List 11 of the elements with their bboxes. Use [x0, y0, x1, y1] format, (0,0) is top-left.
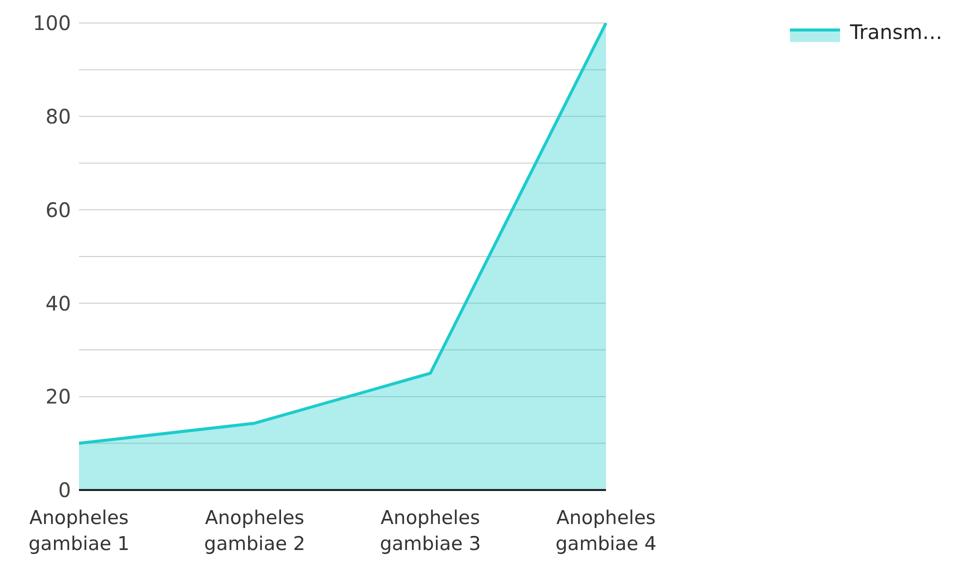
x-tick-label: Anopheles gambiae 2 [204, 507, 306, 555]
x-tick-label: Anopheles gambiae 3 [380, 507, 481, 555]
legend-label: Transm… [850, 20, 942, 44]
x-tick-label: Anopheles gambiae 4 [555, 507, 657, 555]
y-tick-label: 20 [46, 384, 71, 409]
y-tick-label: 0 [58, 478, 71, 502]
y-tick-label: 60 [46, 198, 71, 222]
y-tick-label: 100 [32, 11, 71, 36]
x-tick-label: Anopheles gambiae 1 [28, 507, 130, 555]
y-tick-label: 80 [46, 104, 71, 128]
y-tick-label: 40 [46, 291, 71, 316]
